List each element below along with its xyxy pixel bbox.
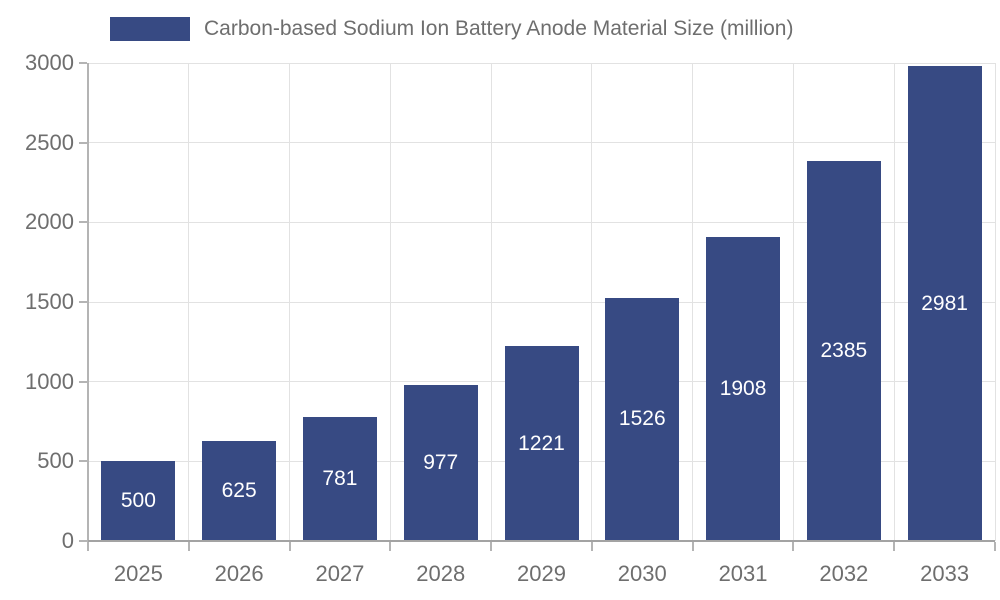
x-axis-tick-label: 2025 <box>113 561 163 586</box>
x-axis-tick <box>994 542 996 551</box>
bar-value-label: 977 <box>423 451 459 475</box>
x-axis-tick <box>893 542 896 551</box>
gridline-vertical <box>289 63 291 541</box>
x-axis-tick-label: 2033 <box>920 561 970 586</box>
bar-value-label: 2385 <box>820 338 868 362</box>
gridline-horizontal <box>88 301 995 303</box>
bar-value-label: 1908 <box>719 376 767 400</box>
bar-2032[interactable]: 2385 <box>806 160 881 541</box>
legend[interactable]: Carbon-based Sodium Ion Battery Anode Ma… <box>110 17 793 41</box>
legend-swatch-icon <box>110 17 190 41</box>
bar-2031[interactable]: 1908 <box>706 236 781 541</box>
gridline-horizontal <box>88 62 995 64</box>
bar-2026[interactable]: 625 <box>202 441 277 541</box>
y-axis-tick-label: 500 <box>37 448 74 474</box>
x-axis-tick <box>87 542 89 551</box>
bar-value-label: 500 <box>120 489 156 513</box>
gridline-vertical <box>389 63 391 541</box>
bar-value-label: 1221 <box>518 431 565 455</box>
legend-label: Carbon-based Sodium Ion Battery Anode Ma… <box>204 17 794 40</box>
y-axis-tick <box>79 62 87 64</box>
y-axis-tick-label: 3000 <box>25 50 74 75</box>
x-axis-tick-label: 2028 <box>416 561 466 586</box>
gridline-vertical <box>188 63 190 541</box>
y-axis-tick <box>79 540 87 542</box>
gridline-vertical <box>893 63 895 541</box>
x-axis-tick-label: 2030 <box>617 561 667 586</box>
y-axis-tick <box>79 221 87 224</box>
y-axis-tick <box>79 141 87 144</box>
x-axis-tick <box>691 542 694 551</box>
gridline-vertical <box>994 63 996 541</box>
bar-value-label: 781 <box>322 466 358 490</box>
x-axis-tick-label: 2029 <box>517 561 566 586</box>
gridline-vertical <box>692 63 694 541</box>
bar-2033[interactable]: 2981 <box>907 66 982 541</box>
x-axis-tick-label: 2027 <box>315 561 365 586</box>
bar-value-label: 2981 <box>921 291 968 315</box>
x-axis-tick <box>490 542 493 551</box>
x-axis-tick <box>590 542 593 551</box>
x-axis-tick-label: 2031 <box>718 561 768 586</box>
bar-2029[interactable]: 1221 <box>504 346 579 541</box>
x-axis-tick-label: 2026 <box>214 561 264 586</box>
bar-2027[interactable]: 781 <box>302 416 377 541</box>
x-axis-tick <box>389 542 392 551</box>
gridline-horizontal <box>88 142 995 144</box>
x-axis-line <box>88 540 995 542</box>
gridline-vertical <box>490 63 492 541</box>
bar-value-label: 625 <box>221 479 257 503</box>
x-axis-tick <box>288 542 291 551</box>
bar-2025[interactable]: 500 <box>101 461 176 541</box>
gridline-vertical <box>591 63 593 541</box>
bar-value-label: 1526 <box>618 407 666 431</box>
y-axis-tick-label: 2000 <box>25 209 74 235</box>
bar-2028[interactable]: 977 <box>403 385 478 541</box>
y-axis-tick <box>79 301 87 303</box>
y-axis-tick-label: 2500 <box>25 129 74 155</box>
y-axis-tick <box>79 380 87 383</box>
x-axis-tick-label: 2032 <box>819 561 869 586</box>
x-axis-tick <box>792 542 795 551</box>
gridline-vertical <box>792 63 794 541</box>
y-axis-tick-label: 1500 <box>25 289 74 314</box>
y-axis-tick-label: 1000 <box>25 368 74 394</box>
bar-2030[interactable]: 1526 <box>605 297 680 541</box>
y-axis-tick-label: 0 <box>61 528 74 553</box>
y-axis-line <box>87 63 89 550</box>
y-axis-tick <box>79 460 87 463</box>
gridline-horizontal <box>88 221 995 223</box>
x-axis-tick <box>187 542 190 551</box>
